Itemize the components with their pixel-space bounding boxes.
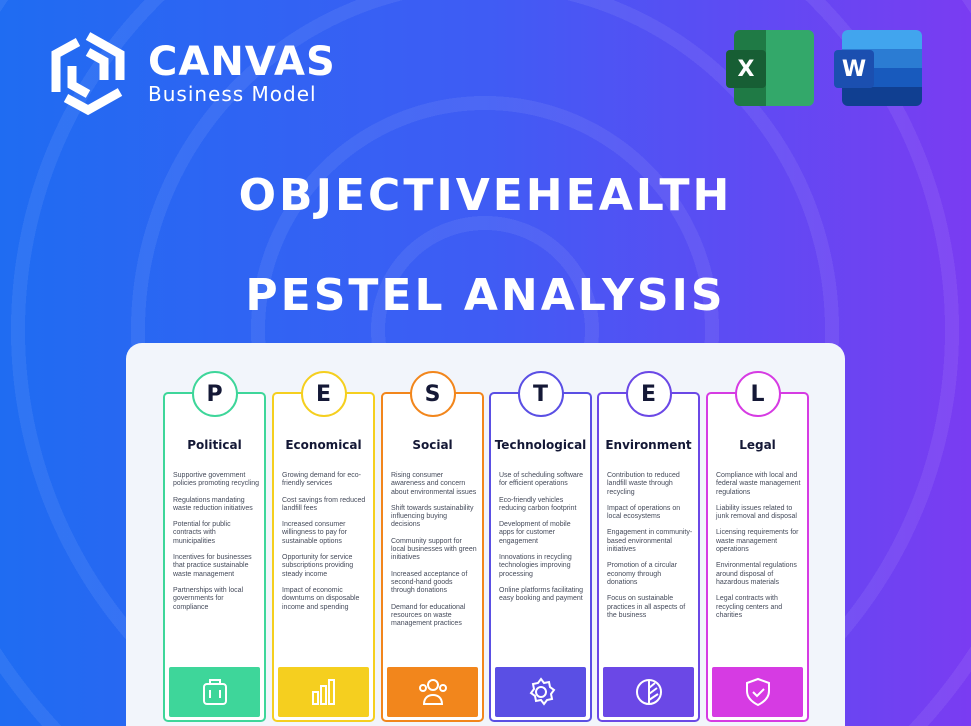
pestel-column-economical: E Economical Growing demand for eco-frie…	[272, 371, 375, 722]
factor-item: Engagement in community-based environmen…	[607, 529, 693, 554]
column-title: Environment	[605, 438, 692, 452]
factor-item: Supportive government policies promoting…	[173, 472, 259, 488]
leaf-icon	[635, 679, 662, 705]
column-title: Economical	[285, 438, 362, 452]
factor-item: Development of mobile apps for customer …	[499, 521, 571, 545]
factor-item: Cost savings from reduced landfill fees	[282, 496, 366, 512]
factor-item: Innovations in recycling technologies im…	[499, 554, 572, 578]
column-title: Technological	[494, 438, 587, 452]
bar-chart-icon	[311, 679, 335, 705]
brand-name: CANVAS	[148, 39, 336, 85]
factor-item: Potential for public contracts with muni…	[173, 521, 231, 545]
factor-item: Licensing requirements for waste managem…	[716, 529, 799, 554]
letter-badge: L	[734, 371, 781, 417]
factor-item: Online platforms facilitating easy booki…	[499, 586, 584, 603]
letter-badge: E	[300, 371, 347, 417]
excel-letter: X	[726, 50, 766, 88]
factor-item: Partnerships with local governments for …	[173, 586, 244, 611]
page-subtitle: PESTEL ANALYSIS	[245, 270, 726, 321]
column-title: Legal	[739, 438, 776, 452]
column-title: Social	[412, 438, 453, 452]
pestel-column-environment: E Environment Contribution to reduced la…	[597, 371, 700, 722]
gear-icon	[529, 677, 555, 706]
factor-item: Compliance with local and federal waste …	[716, 472, 801, 496]
factor-item: Increased acceptance of second-hand good…	[391, 570, 468, 595]
column-footer	[712, 667, 803, 717]
letter-badge: S	[409, 371, 456, 417]
letter-badge: E	[625, 371, 672, 417]
factor-item: Impact of operations on local ecosystems	[607, 504, 681, 521]
column-title: Political	[187, 438, 242, 452]
factor-item: Environmental regulations around disposa…	[716, 562, 797, 586]
brand-logo: CANVAS Business Model	[48, 30, 336, 116]
factor-item: Impact of economic downturns on disposab…	[282, 586, 360, 611]
factor-item: Opportunity for service subscriptions pr…	[282, 554, 354, 578]
factor-item: Growing demand for eco-friendly services	[282, 472, 361, 488]
column-footer	[387, 667, 478, 717]
factor-item: Shift towards sustainability influencing…	[391, 504, 474, 529]
word-letter: W	[834, 50, 874, 88]
pestel-column-technological: T Technological Use of scheduling softwa…	[489, 371, 592, 722]
factor-item: Incentives for businesses that practice …	[173, 554, 252, 578]
column-footer	[278, 667, 369, 717]
excel-icon[interactable]: X	[726, 30, 814, 106]
letter-badge: T	[517, 371, 564, 417]
pestel-column-social: S Social Rising consumer awareness and c…	[381, 371, 484, 722]
factor-item: Legal contracts with recycling centers a…	[716, 595, 783, 619]
factor-item: Rising consumer awareness and concern ab…	[391, 472, 477, 496]
word-icon[interactable]: W	[834, 30, 922, 106]
factor-item: Promotion of a circular economy through …	[607, 562, 678, 586]
pestel-column-political: P Political Supportive government polici…	[163, 371, 266, 722]
factor-item: Liability issues related to junk removal…	[716, 504, 797, 521]
briefcase-icon	[202, 679, 227, 705]
factor-item: Increased consumer willingness to pay fo…	[282, 521, 347, 545]
column-footer	[603, 667, 694, 717]
factor-item: Community support for local businesses w…	[391, 537, 477, 562]
factor-item: Demand for educational resources on wast…	[391, 603, 466, 628]
shield-check-icon	[745, 677, 770, 707]
factor-item: Regulations mandating waste reduction in…	[173, 496, 253, 512]
letter-badge: P	[191, 371, 238, 417]
factor-item: Focus on sustainable practices in all as…	[607, 595, 686, 619]
pestel-column-legal: L Legal Compliance with local and federa…	[706, 371, 809, 722]
people-icon	[418, 679, 447, 705]
factor-item: Contribution to reduced landfill waste t…	[607, 472, 680, 496]
factor-item: Use of scheduling software for efficient…	[499, 472, 584, 488]
hexagon-logo-icon	[51, 32, 125, 116]
column-footer	[169, 667, 260, 717]
page-title: OBJECTIVEHEALTH	[238, 170, 733, 221]
brand-subtitle: Business Model	[148, 82, 317, 106]
factor-item: Eco-friendly vehicles reducing carbon fo…	[499, 496, 577, 512]
column-footer	[495, 667, 586, 717]
